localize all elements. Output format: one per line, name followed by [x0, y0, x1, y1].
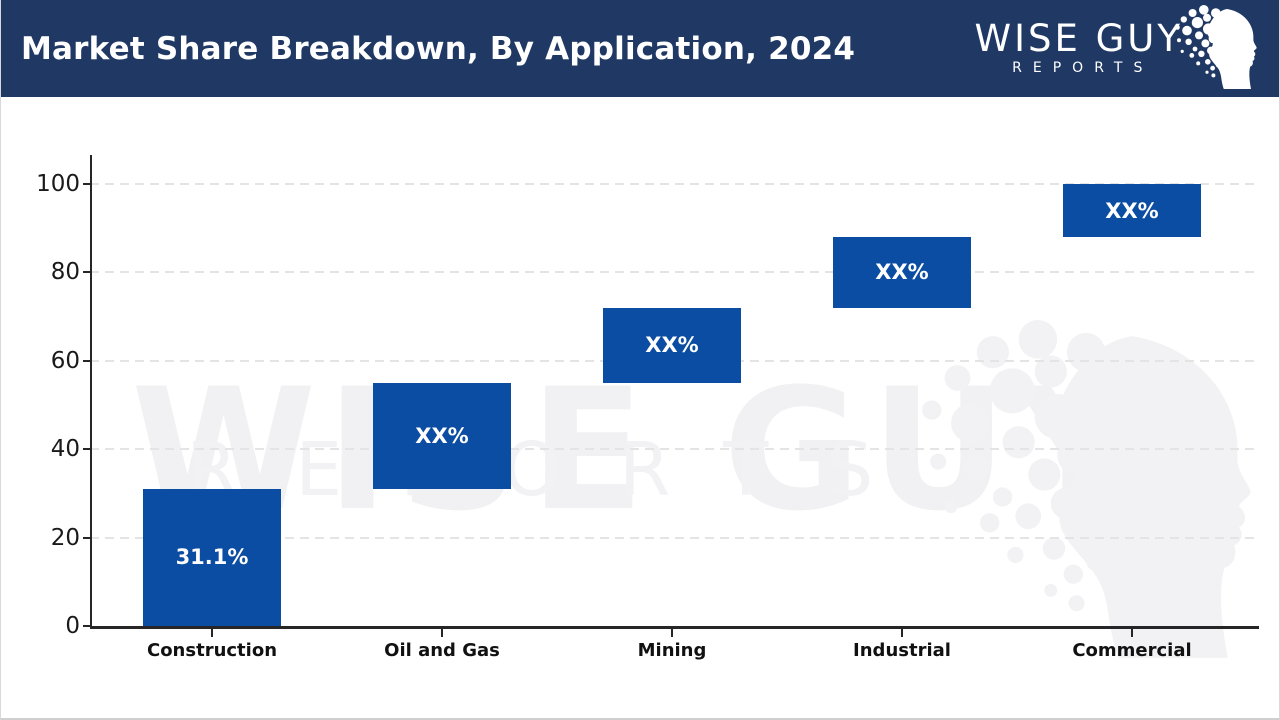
x-category-label: Industrial: [853, 640, 951, 661]
watermark-reports-text: REPORTS: [186, 427, 932, 513]
y-grid-line: [90, 271, 1259, 274]
x-category-label: Construction: [146, 640, 278, 661]
y-tick-label: 0: [65, 613, 80, 639]
y-tick-label: 40: [50, 436, 80, 463]
logo-text: WISE GUY REPORTS: [975, 20, 1183, 77]
y-grid-line: [90, 536, 1259, 539]
y-grid-line: [90, 448, 1259, 451]
y-tick-label: 80: [50, 259, 80, 286]
y-tick-mark: [83, 359, 90, 362]
chart-title: Market Share Breakdown, By Application, …: [21, 30, 856, 67]
y-grid-line: [90, 183, 1259, 185]
x-category-label: Oil and Gas: [384, 640, 500, 661]
y-tick-mark: [83, 183, 90, 185]
bar-value-label: XX%: [1105, 198, 1159, 223]
bar-value-label: XX%: [415, 423, 469, 448]
y-tick-label: 60: [50, 347, 80, 374]
y-tick-mark: [83, 448, 90, 451]
logo-face-icon: [1175, 4, 1257, 89]
header-bar: Market Share Breakdown, By Application, …: [1, 0, 1279, 97]
x-category-label: Mining: [637, 640, 707, 661]
waterfall-bar: [603, 307, 741, 383]
y-tick-mark: [83, 271, 90, 274]
logo-reports-text: REPORTS: [1012, 60, 1154, 76]
y-tick-mark: [83, 625, 90, 627]
y-tick-label: 100: [36, 171, 80, 197]
waterfall-bar: [143, 488, 281, 626]
logo-wise-guy-text: WISE GUY: [974, 17, 1183, 60]
x-tick-mark: [901, 629, 903, 637]
bar-value-label: XX%: [645, 333, 699, 358]
waterfall-bar: [373, 382, 511, 489]
bar-value-label: 31.1%: [175, 545, 249, 570]
x-axis-line: [90, 626, 1259, 629]
y-tick-mark: [83, 536, 90, 539]
x-tick-mark: [211, 629, 213, 637]
x-category-label: Commercial: [1072, 640, 1192, 661]
chart-canvas: WISE GUY REPORTS 0 20 40 60 80 100 31.1% Constr…: [1, 97, 1279, 717]
waterfall-bar: [833, 237, 971, 308]
wise-guy-logo: WISE GUY REPORTS: [975, 4, 1265, 93]
x-tick-mark: [441, 629, 443, 637]
x-tick-mark: [671, 629, 673, 637]
y-axis-line: [90, 155, 92, 628]
x-tick-mark: [1131, 629, 1133, 637]
bar-value-label: XX%: [875, 260, 929, 285]
waterfall-bar: [1063, 184, 1201, 238]
y-tick-label: 20: [50, 524, 80, 551]
